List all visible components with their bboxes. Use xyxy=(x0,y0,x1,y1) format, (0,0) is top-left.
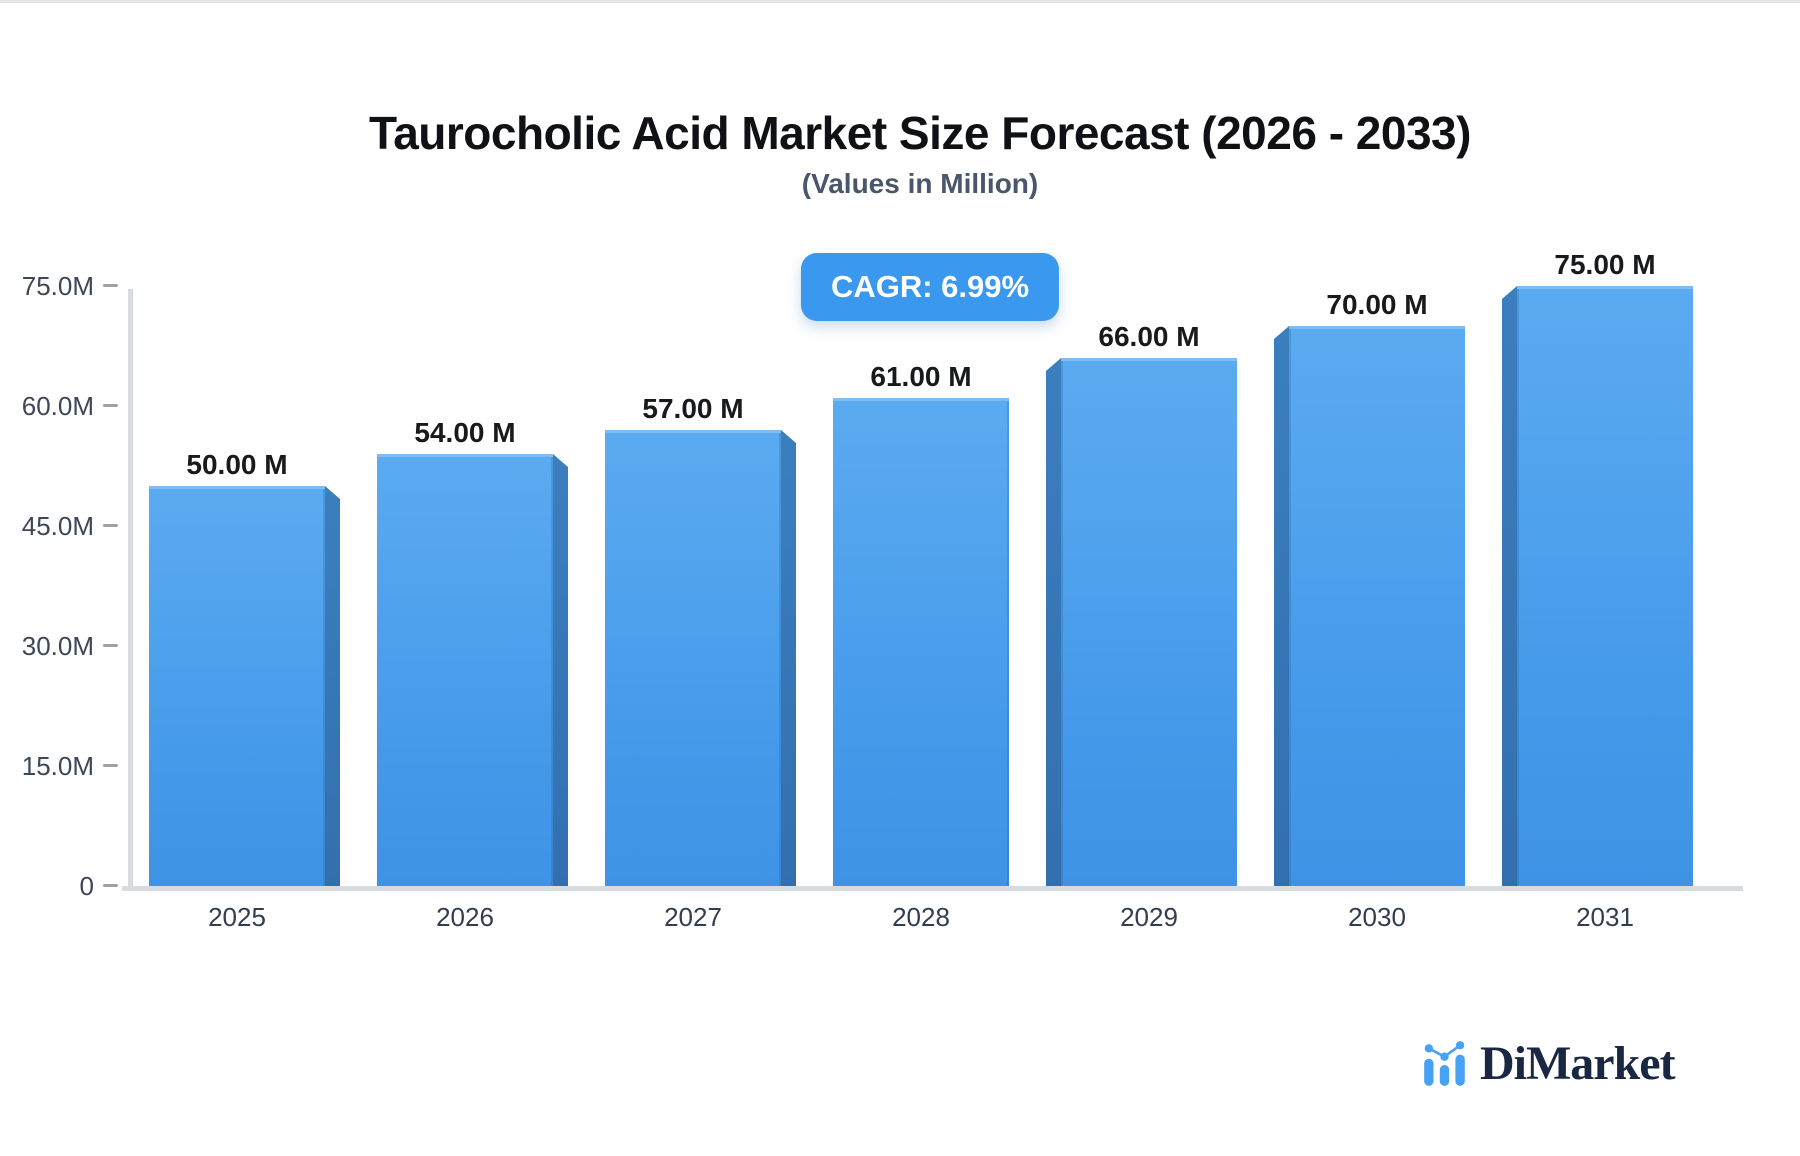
y-axis-label: 30.0M xyxy=(21,631,94,661)
bar-value-label: 57.00 M xyxy=(642,393,744,424)
dimarket-logo: DiMarket xyxy=(1420,1037,1676,1090)
bar-2030-side-face xyxy=(1274,326,1289,886)
y-axis-label: 15.0M xyxy=(21,751,94,781)
top-edge-strip xyxy=(0,0,1800,3)
y-axis-line xyxy=(128,289,133,887)
chart-subtitle: (Values in Million) xyxy=(801,168,1039,199)
x-axis-label: 2025 xyxy=(208,902,266,932)
bar-value-label: 50.00 M xyxy=(186,449,288,480)
bar-value-label: 75.00 M xyxy=(1554,249,1656,280)
bar-2029 xyxy=(1061,358,1237,886)
y-axis-tick xyxy=(103,284,118,287)
bar-value-label: 70.00 M xyxy=(1326,289,1428,320)
bar-2027 xyxy=(605,430,781,886)
y-axis-tick xyxy=(103,524,118,527)
bar-2031 xyxy=(1517,286,1693,886)
x-axis-label: 2027 xyxy=(664,902,722,932)
bar-2026 xyxy=(377,454,553,886)
mini-bar-chart-icon xyxy=(1424,1041,1465,1086)
x-axis-label: 2031 xyxy=(1576,902,1634,932)
bar-value-label: 61.00 M xyxy=(870,361,972,392)
bar-2027-side-face xyxy=(781,430,796,886)
y-axis-tick xyxy=(103,644,118,647)
bar-value-label: 66.00 M xyxy=(1098,321,1200,352)
chart-title: Taurocholic Acid Market Size Forecast (2… xyxy=(369,107,1471,159)
x-axis-label: 2028 xyxy=(892,902,950,932)
dimarket-logo-text: DiMarket xyxy=(1480,1037,1676,1090)
y-axis-label: 45.0M xyxy=(21,511,94,541)
bar-2030 xyxy=(1289,326,1465,886)
y-axis-label: 60.0M xyxy=(21,391,94,421)
cagr-badge: CAGR: 6.99% xyxy=(800,253,1060,321)
x-axis-label: 2030 xyxy=(1348,902,1406,932)
bar-2026-side-face xyxy=(553,454,568,886)
y-axis-label: 75.0M xyxy=(21,271,94,301)
x-axis-label: 2029 xyxy=(1120,902,1178,932)
y-axis-tick xyxy=(103,764,118,767)
y-axis-label: 0 xyxy=(79,871,94,901)
bar-2025-side-face xyxy=(325,486,340,886)
x-axis-line xyxy=(122,886,1743,891)
bar-2029-side-face xyxy=(1046,358,1061,886)
y-axis-tick xyxy=(103,884,118,887)
x-axis-label: 2026 xyxy=(436,902,494,932)
bar-2025 xyxy=(149,486,325,886)
bar-value-label: 54.00 M xyxy=(414,417,516,448)
bar-2031-side-face xyxy=(1502,286,1517,886)
y-axis-tick xyxy=(103,404,118,407)
bar-2028 xyxy=(833,398,1009,886)
